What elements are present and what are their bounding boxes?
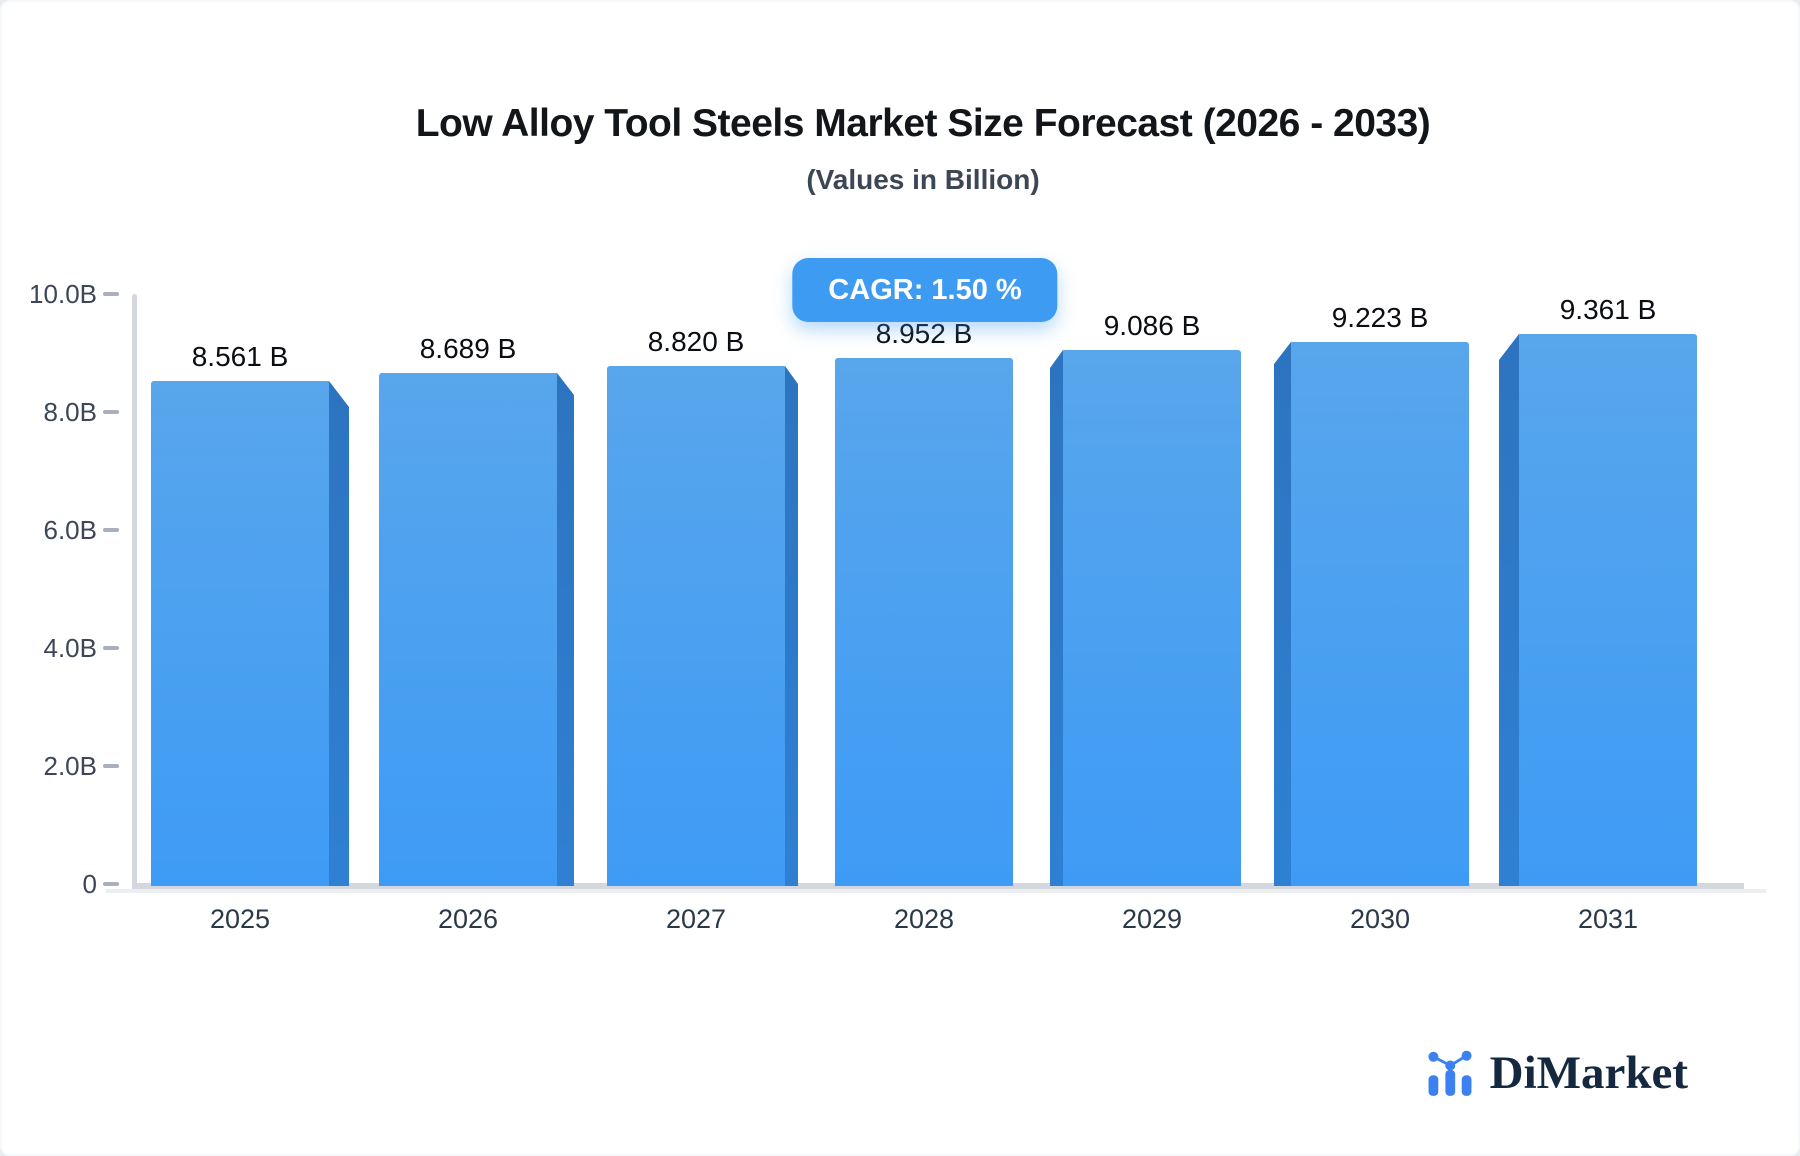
- x-axis-shadow: [106, 889, 1766, 893]
- bar-side-2027: [785, 366, 798, 886]
- bar-value-label: 8.820 B: [647, 326, 745, 357]
- x-axis-line: [132, 883, 1744, 889]
- bar-2030[interactable]: [1291, 342, 1469, 886]
- bar-value-label: 9.086 B: [1103, 310, 1201, 341]
- y-tick-label: 10.0B: [29, 279, 97, 309]
- bar-value-label: 9.223 B: [1331, 302, 1429, 333]
- bar-side-2025: [329, 381, 349, 886]
- chart-subtitle: (Values in Billion): [806, 164, 1040, 195]
- y-tick-label: 8.0B: [43, 397, 98, 427]
- x-axis-label-2031: 2031: [1577, 904, 1639, 934]
- y-axis-line: [132, 294, 137, 886]
- bar-value-label: 8.952 B: [875, 318, 973, 349]
- y-tick-mark: [103, 292, 119, 296]
- dimarket-logo-text: DiMarket: [1489, 1047, 1688, 1100]
- bar-value-label: 8.689 B: [419, 333, 517, 364]
- y-tick-mark: [103, 410, 119, 414]
- x-axis-label-2027: 2027: [665, 904, 727, 934]
- bar-2027[interactable]: [607, 366, 785, 886]
- bar-2025[interactable]: [151, 381, 329, 886]
- y-tick-label: 2.0B: [43, 751, 98, 781]
- y-tick-label: 4.0B: [43, 633, 98, 663]
- y-tick-mark: [103, 528, 119, 532]
- bar-2029[interactable]: [1063, 350, 1241, 886]
- mini-bar-chart-icon: [1428, 1050, 1472, 1096]
- x-axis-label-2026: 2026: [437, 904, 499, 934]
- y-tick-mark: [103, 764, 119, 768]
- y-tick-mark: [103, 882, 119, 886]
- bar-2026[interactable]: [379, 373, 557, 886]
- cagr-badge: CAGR: 1.50 %: [792, 258, 1058, 322]
- bar-2028[interactable]: [835, 358, 1013, 886]
- x-axis-label-2028: 2028: [893, 904, 955, 934]
- bar-side-2029: [1050, 350, 1063, 886]
- y-tick-label: 6.0B: [43, 515, 98, 545]
- y-tick-label: 0: [82, 869, 97, 899]
- chart-title: Low Alloy Tool Steels Market Size Foreca…: [415, 102, 1431, 145]
- y-tick-mark: [103, 646, 119, 650]
- x-axis-label-2030: 2030: [1349, 904, 1411, 934]
- bar-value-label: 8.561 B: [191, 341, 289, 372]
- bar-2031[interactable]: [1519, 334, 1697, 886]
- bar-side-2026: [557, 373, 574, 886]
- bar-side-2030: [1274, 342, 1291, 886]
- bar-value-label: 9.361 B: [1559, 294, 1657, 325]
- x-axis-label-2029: 2029: [1121, 904, 1183, 934]
- bar-side-2031: [1499, 334, 1519, 886]
- x-axis-label-2025: 2025: [209, 904, 271, 934]
- dimarket-logo: DiMarket: [1428, 1047, 1688, 1100]
